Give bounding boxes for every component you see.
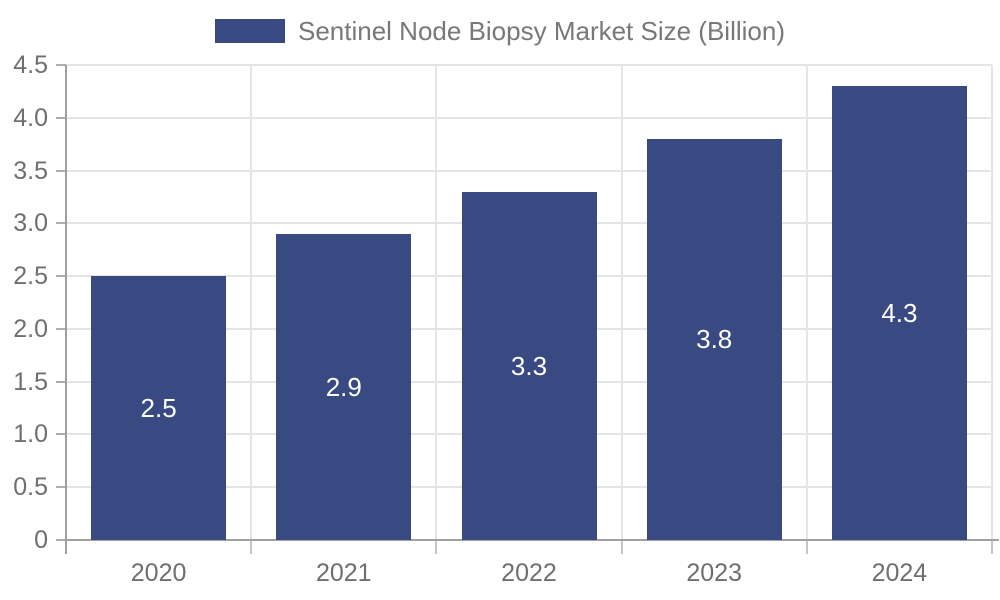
x-axis-tick [805, 540, 808, 554]
bar-value-label: 4.3 [881, 298, 918, 329]
y-tick-label: 4.0 [13, 103, 48, 132]
bar[interactable] [646, 138, 782, 540]
y-tick-label: 1.5 [13, 367, 48, 396]
y-tick-label: 4.5 [13, 51, 48, 79]
x-tick-label: 2021 [315, 559, 372, 587]
x-tick-label: 2020 [130, 559, 187, 587]
legend-label: Sentinel Node Biopsy Market Size (Billio… [298, 16, 785, 46]
x-axis-tick [435, 540, 438, 554]
y-tick-label: 0.5 [13, 473, 48, 502]
gridline-vertical [620, 65, 623, 540]
y-tick-label: 1.0 [13, 420, 48, 449]
gridline-horizontal [66, 64, 992, 66]
bar[interactable] [276, 233, 412, 540]
y-axis-tick [56, 64, 66, 66]
x-axis-tick [991, 540, 993, 554]
x-axis-line [65, 539, 999, 541]
bar-value-label: 3.8 [696, 324, 733, 355]
y-axis-tick [56, 222, 66, 225]
y-tick-label: 2.0 [13, 314, 48, 343]
y-axis-tick [56, 380, 66, 383]
y-axis-tick [56, 169, 66, 172]
bar[interactable] [461, 191, 597, 540]
gridline-vertical [435, 65, 438, 540]
bar-value-label: 2.9 [325, 371, 362, 402]
gridline-vertical [991, 65, 993, 540]
y-axis-line [65, 65, 67, 554]
y-axis-tick [56, 539, 66, 541]
x-tick-label: 2024 [871, 559, 928, 587]
bar[interactable] [831, 86, 967, 540]
x-tick-label: 2023 [686, 559, 742, 587]
gridline-horizontal [66, 116, 992, 119]
x-tick-label: 2022 [501, 559, 557, 587]
x-axis-tick [620, 540, 623, 554]
gridline-vertical [250, 65, 253, 540]
legend-swatch [215, 19, 285, 43]
y-axis-tick [56, 327, 66, 330]
y-tick-label: 2.5 [13, 262, 48, 291]
y-tick-label: 3.5 [13, 156, 48, 185]
y-axis-tick [56, 486, 66, 489]
bar[interactable] [91, 276, 227, 540]
bar-value-label: 3.3 [510, 350, 548, 381]
x-axis-tick [250, 540, 253, 554]
y-axis-tick [56, 433, 66, 436]
y-axis-tick [56, 275, 66, 278]
y-tick-label: 0 [34, 526, 48, 554]
y-axis-tick [56, 116, 66, 119]
bar-value-label: 2.5 [140, 393, 177, 424]
legend[interactable]: Sentinel Node Biopsy Market Size (Billio… [0, 16, 1000, 46]
gridline-vertical [805, 65, 808, 540]
gridline-horizontal [66, 169, 992, 172]
y-tick-label: 3.0 [13, 209, 48, 238]
